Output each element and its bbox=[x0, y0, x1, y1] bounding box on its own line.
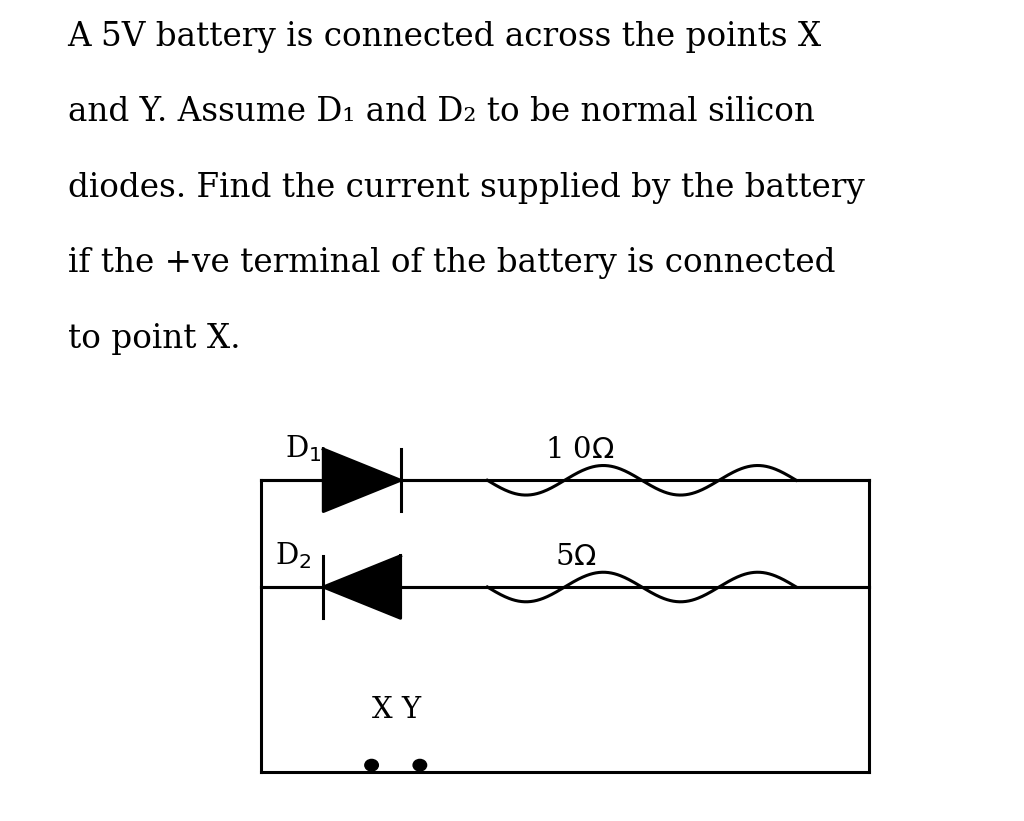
Polygon shape bbox=[324, 556, 400, 618]
Text: to point X.: to point X. bbox=[68, 323, 240, 355]
Text: 5$\Omega$: 5$\Omega$ bbox=[555, 543, 597, 571]
Text: and Y. Assume D₁ and D₂ to be normal silicon: and Y. Assume D₁ and D₂ to be normal sil… bbox=[68, 96, 814, 128]
Circle shape bbox=[413, 759, 427, 771]
Text: if the +ve terminal of the battery is connected: if the +ve terminal of the battery is co… bbox=[68, 247, 835, 279]
Text: D$_1$: D$_1$ bbox=[285, 433, 322, 464]
Text: D$_2$: D$_2$ bbox=[275, 539, 311, 571]
Text: 1 0$\Omega$: 1 0$\Omega$ bbox=[546, 436, 614, 464]
Text: A 5V battery is connected across the points X: A 5V battery is connected across the poi… bbox=[68, 21, 821, 53]
Text: diodes. Find the current supplied by the battery: diodes. Find the current supplied by the… bbox=[68, 172, 864, 204]
Polygon shape bbox=[324, 449, 400, 511]
Text: X Y: X Y bbox=[372, 696, 421, 724]
Circle shape bbox=[365, 759, 378, 771]
